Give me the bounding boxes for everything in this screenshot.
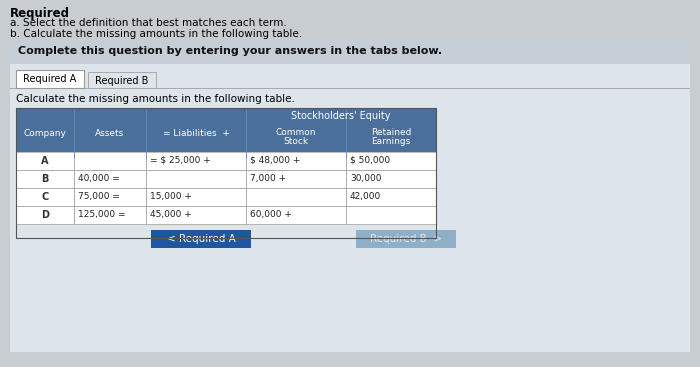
Bar: [74, 152, 146, 170]
Text: = Liabilities  +: = Liabilities +: [162, 130, 230, 138]
Text: Stock: Stock: [284, 137, 309, 146]
Bar: [16, 188, 74, 206]
Text: Required B: Required B: [95, 76, 148, 86]
Bar: [16, 152, 436, 170]
Bar: [246, 170, 346, 188]
Text: B: B: [41, 174, 49, 184]
Text: Required A: Required A: [23, 74, 76, 84]
Bar: [16, 152, 74, 170]
Bar: [246, 188, 346, 206]
Text: Required: Required: [10, 7, 70, 20]
Text: 75,000 =: 75,000 =: [78, 192, 120, 201]
Bar: [346, 206, 436, 224]
Bar: [16, 108, 436, 126]
Bar: [356, 230, 456, 248]
Text: C: C: [41, 192, 48, 202]
Text: Assets: Assets: [95, 130, 125, 138]
Bar: [10, 90, 690, 352]
Text: A: A: [41, 156, 49, 166]
Bar: [346, 170, 436, 188]
Text: Required B  >: Required B >: [370, 234, 442, 244]
Text: Complete this question by entering your answers in the tabs below.: Complete this question by entering your …: [18, 46, 442, 56]
Text: < Required A: < Required A: [167, 234, 235, 244]
Bar: [246, 152, 346, 170]
Bar: [10, 42, 690, 64]
Bar: [346, 188, 436, 206]
Text: 40,000 =: 40,000 =: [78, 174, 120, 183]
Text: 45,000 +: 45,000 +: [150, 210, 192, 219]
Bar: [16, 170, 74, 188]
Text: Retained: Retained: [371, 128, 411, 137]
Bar: [16, 70, 84, 88]
Bar: [146, 170, 246, 188]
Bar: [74, 170, 146, 188]
Text: a. Select the definition that best matches each term.: a. Select the definition that best match…: [10, 18, 287, 28]
Text: Earnings: Earnings: [372, 137, 411, 146]
Bar: [16, 170, 436, 188]
Bar: [146, 152, 246, 170]
Text: 7,000 +: 7,000 +: [250, 174, 286, 183]
Text: $ 50,000: $ 50,000: [350, 156, 390, 165]
Bar: [74, 188, 146, 206]
Text: Calculate the missing amounts in the following table.: Calculate the missing amounts in the fol…: [16, 94, 295, 104]
Bar: [10, 42, 690, 352]
Bar: [151, 230, 251, 248]
Bar: [346, 152, 436, 170]
Text: b. Calculate the missing amounts in the following table.: b. Calculate the missing amounts in the …: [10, 29, 302, 39]
Text: D: D: [41, 210, 49, 220]
Bar: [74, 206, 146, 224]
Bar: [16, 126, 436, 158]
Text: Common: Common: [276, 128, 316, 137]
Text: 60,000 +: 60,000 +: [250, 210, 292, 219]
Text: Company: Company: [24, 130, 66, 138]
Bar: [16, 108, 436, 238]
Bar: [88, 72, 156, 88]
Bar: [246, 206, 346, 224]
Bar: [16, 206, 436, 224]
Text: = $ 25,000 +: = $ 25,000 +: [150, 156, 211, 165]
Bar: [16, 206, 74, 224]
Bar: [16, 188, 436, 206]
Text: Stockholders' Equity: Stockholders' Equity: [291, 111, 391, 121]
Text: 42,000: 42,000: [350, 192, 382, 201]
Bar: [10, 88, 690, 89]
Text: 15,000 +: 15,000 +: [150, 192, 192, 201]
Text: 30,000: 30,000: [350, 174, 382, 183]
Text: 125,000 =: 125,000 =: [78, 210, 125, 219]
Bar: [146, 188, 246, 206]
Bar: [146, 206, 246, 224]
Text: $ 48,000 +: $ 48,000 +: [250, 156, 300, 165]
